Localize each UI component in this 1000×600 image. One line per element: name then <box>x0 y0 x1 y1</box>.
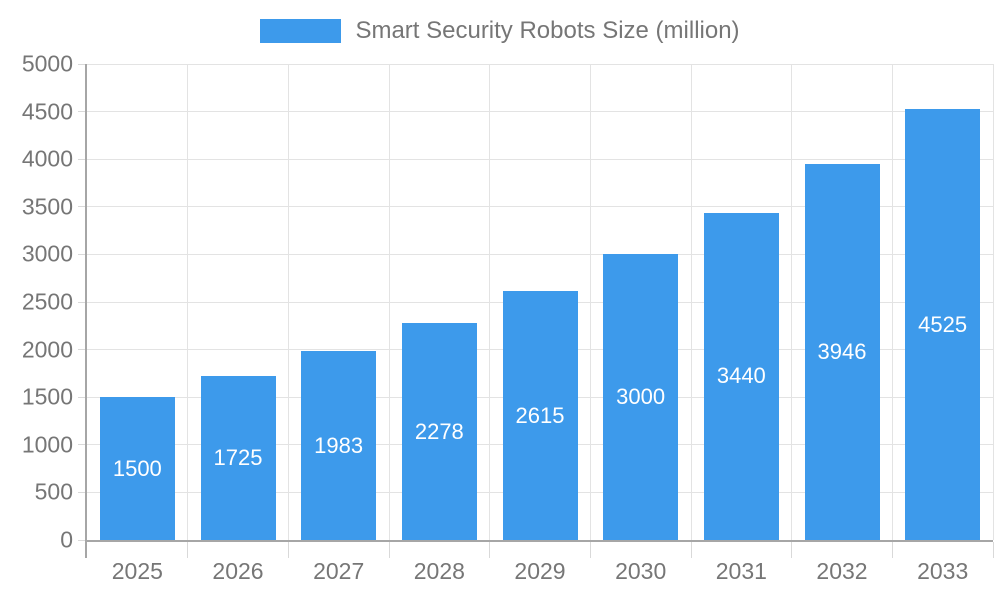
y-axis-line <box>85 64 87 558</box>
x-axis-label: 2028 <box>413 558 465 584</box>
x-axis-tick <box>992 542 994 558</box>
gridline-vertical <box>690 64 692 540</box>
y-axis-label: 4500 <box>21 98 73 125</box>
gridline-vertical <box>287 64 289 540</box>
y-axis-tick <box>78 349 87 351</box>
x-axis-tick <box>891 542 893 558</box>
y-axis-tick <box>78 111 87 113</box>
y-axis-label: 2000 <box>21 336 73 363</box>
y-axis-label: 5000 <box>21 50 73 77</box>
bar-value-label: 3440 <box>716 363 766 389</box>
bar-value-label: 1725 <box>213 444 263 470</box>
x-axis-tick <box>388 542 390 558</box>
bar-2033[interactable]: 4525 <box>905 109 981 540</box>
y-axis-tick <box>78 253 87 255</box>
gridline-vertical <box>589 64 591 540</box>
x-axis-tick <box>791 542 793 558</box>
x-axis-label: 2032 <box>816 558 868 584</box>
y-axis-label: 1000 <box>21 431 73 458</box>
y-axis-label: 0 <box>60 526 73 553</box>
x-axis-label: 2029 <box>514 558 566 584</box>
y-axis-label: 500 <box>34 478 73 505</box>
y-axis-label: 4000 <box>21 145 73 172</box>
gridline-horizontal <box>79 206 993 208</box>
bar-2031[interactable]: 3440 <box>703 212 779 540</box>
gridline-horizontal <box>79 158 993 160</box>
x-axis-tick <box>690 542 692 558</box>
y-axis-tick <box>78 301 87 303</box>
x-axis-tick <box>187 542 189 558</box>
x-axis-label: 2031 <box>715 558 767 584</box>
gridline-vertical <box>187 64 189 540</box>
bar-value-label: 3000 <box>616 384 666 410</box>
x-axis-label: 2030 <box>615 558 667 584</box>
bar-2025[interactable]: 1500 <box>99 397 175 540</box>
gridline-horizontal <box>79 111 993 113</box>
gridline-vertical <box>388 64 390 540</box>
gridline-vertical <box>791 64 793 540</box>
bar-value-label: 4525 <box>918 311 968 337</box>
bar-value-label: 3946 <box>817 339 867 365</box>
plot-area: 0 500 1000 1500 2000 2500 3000 3500 4000 4500 5000… <box>22 52 994 583</box>
bar-2029[interactable]: 2615 <box>502 291 578 540</box>
legend-swatch-icon <box>260 19 342 43</box>
gridline-vertical <box>891 64 893 540</box>
bar-value-label: 2615 <box>515 402 565 428</box>
bar-2032[interactable]: 3946 <box>804 164 880 540</box>
x-axis-tick <box>589 542 591 558</box>
legend-label: Smart Security Robots Size (million) <box>355 17 740 44</box>
y-axis-tick <box>78 158 87 160</box>
x-axis-line <box>85 540 993 542</box>
bar-2027[interactable]: 1983 <box>301 351 377 540</box>
y-axis-tick <box>78 206 87 208</box>
bar-2028[interactable]: 2278 <box>401 323 477 540</box>
bar-value-label: 1500 <box>112 455 162 481</box>
x-axis-tick <box>489 542 491 558</box>
y-axis-label: 1500 <box>21 383 73 410</box>
legend[interactable]: Smart Security Robots Size (million) <box>0 17 1000 45</box>
y-axis-label: 2500 <box>21 288 73 315</box>
y-axis-tick <box>78 491 87 493</box>
y-axis-label: 3500 <box>21 193 73 220</box>
y-axis-tick <box>78 539 87 541</box>
bar-value-label: 1983 <box>314 432 364 458</box>
y-axis-tick <box>78 396 87 398</box>
y-axis-label: 3000 <box>21 240 73 267</box>
x-axis-tick <box>287 542 289 558</box>
x-axis-label: 2027 <box>313 558 365 584</box>
y-axis-tick <box>78 444 87 446</box>
bar-2026[interactable]: 1725 <box>200 375 276 540</box>
y-axis-tick <box>78 63 87 65</box>
gridline-vertical <box>489 64 491 540</box>
x-axis-label: 2026 <box>212 558 264 584</box>
bar-value-label: 2278 <box>414 418 464 444</box>
gridline-horizontal <box>79 63 993 65</box>
gridline-horizontal <box>79 253 993 255</box>
bar-2030[interactable]: 3000 <box>603 254 679 540</box>
gridline-vertical <box>992 64 994 540</box>
x-axis-label: 2033 <box>917 558 969 584</box>
x-axis-label: 2025 <box>111 558 163 584</box>
